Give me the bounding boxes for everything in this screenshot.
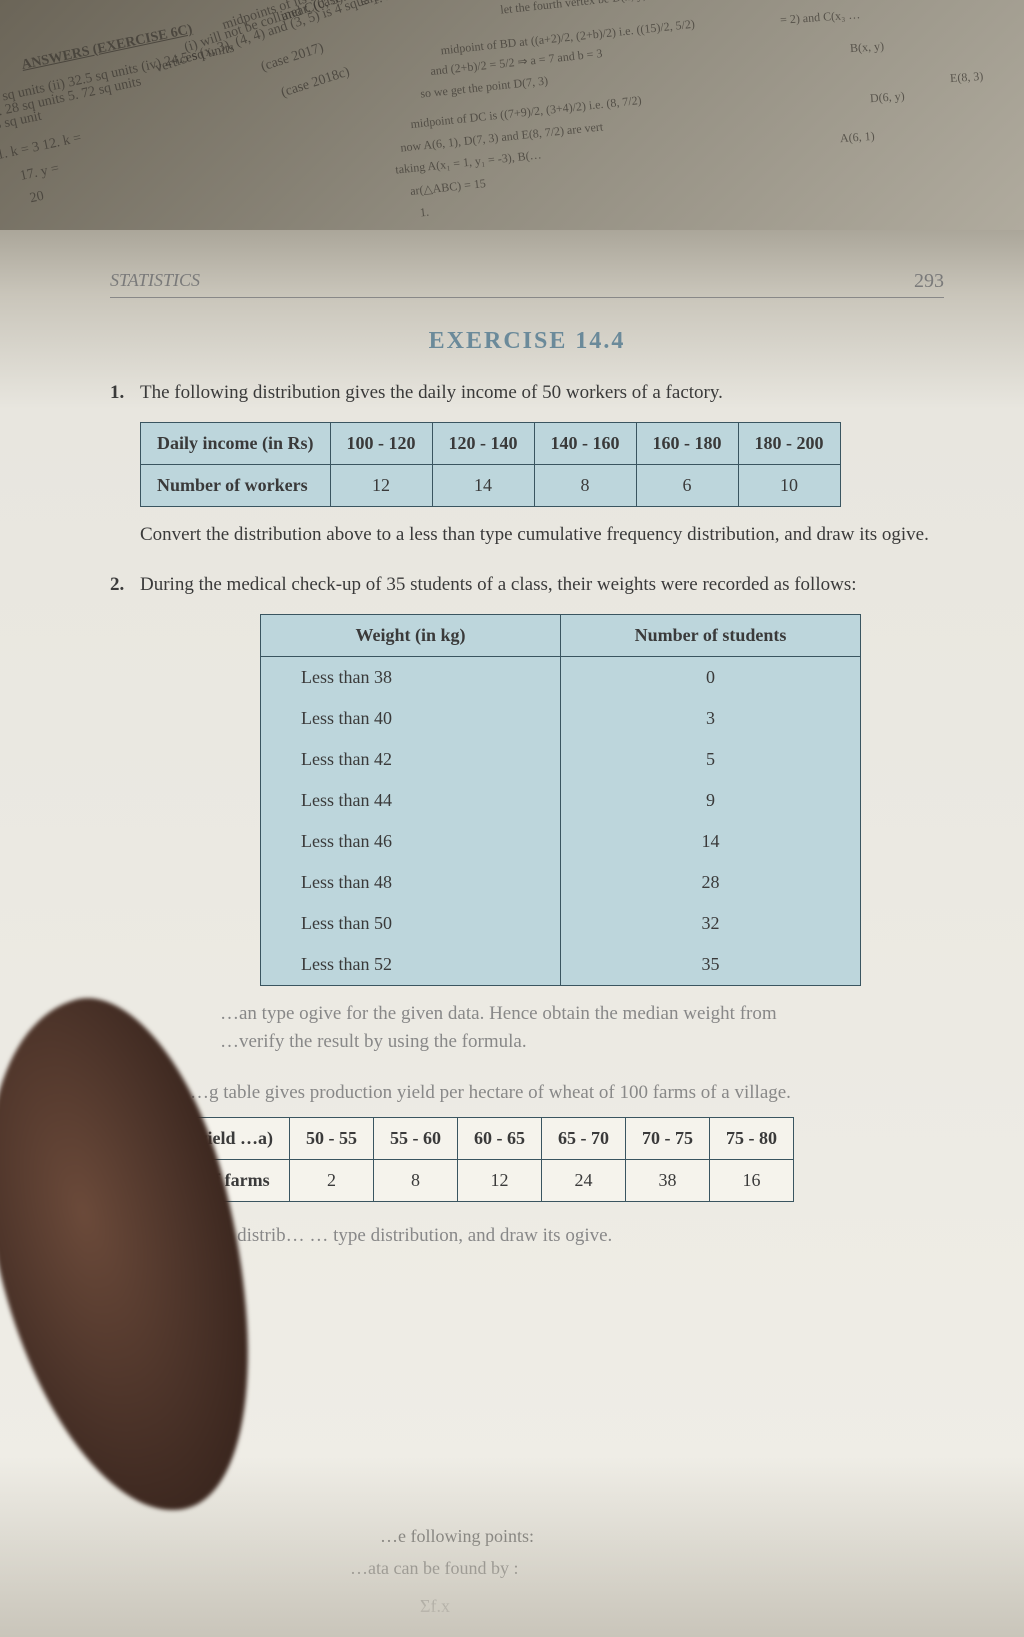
- table-row: Less than 449: [261, 780, 861, 821]
- table-row: Less than 5235: [261, 944, 861, 986]
- partial-text: Σf.x: [420, 1596, 450, 1617]
- header-cell: Weight (in kg): [261, 614, 561, 656]
- data-cell: 24: [542, 1160, 626, 1202]
- question-number: 1.: [110, 379, 140, 408]
- scrap-text: A(6, 1): [840, 129, 876, 146]
- header-cell: 65 - 70: [542, 1118, 626, 1160]
- data-cell: 8: [374, 1160, 458, 1202]
- data-cell: 32: [561, 903, 861, 944]
- question-1: 1. The following distribution gives the …: [110, 379, 944, 408]
- data-cell: 2: [290, 1160, 374, 1202]
- subject-label: STATISTICS: [110, 270, 200, 293]
- data-cell: 16: [710, 1160, 794, 1202]
- data-cell: Less than 44: [261, 780, 561, 821]
- scrap-text: (case 2018c): [279, 64, 352, 101]
- daily-income-table: Daily income (in Rs) 100 - 120 120 - 140…: [140, 422, 841, 507]
- scrap-text: D(6, y): [870, 89, 906, 106]
- header-cell: 180 - 200: [738, 422, 840, 464]
- page-header: STATISTICS 293: [110, 270, 944, 298]
- data-cell: 9: [561, 780, 861, 821]
- table-row: …ber of farms 2 8 12 24 38 16: [141, 1160, 794, 1202]
- exercise-heading: EXERCISE 14.4: [110, 328, 944, 355]
- scrap-text: (case 2017): [259, 40, 326, 75]
- data-cell: Less than 52: [261, 944, 561, 986]
- header-cell: 140 - 160: [534, 422, 636, 464]
- data-cell: 38: [626, 1160, 710, 1202]
- data-cell: 28: [561, 862, 861, 903]
- data-cell: 10: [738, 464, 840, 506]
- question-text: The following distribution gives the dai…: [140, 379, 944, 408]
- data-cell: 14: [561, 821, 861, 862]
- header-cell: Daily income (in Rs): [141, 422, 331, 464]
- data-cell: 8: [534, 464, 636, 506]
- q3-intro-partial: …g table gives production yield per hect…: [190, 1079, 944, 1108]
- q2-instruction-partial: …an type ogive for the given data. Hence…: [220, 1000, 944, 1057]
- header-cell: 75 - 80: [710, 1118, 794, 1160]
- data-cell: 35: [561, 944, 861, 986]
- data-cell: Less than 38: [261, 656, 561, 698]
- table-row: Less than 403: [261, 698, 861, 739]
- data-cell: 3: [561, 698, 861, 739]
- header-cell: 50 - 55: [290, 1118, 374, 1160]
- scrap-text: let the fourth vertex be D(x, y): [500, 0, 648, 18]
- table-header-row: Weight (in kg) Number of students: [261, 614, 861, 656]
- question-text: During the medical check-up of 35 studen…: [140, 571, 944, 600]
- data-cell: 6: [636, 464, 738, 506]
- table-row: Number of workers 12 14 8 6 10: [141, 464, 841, 506]
- scrap-text: = 1. find: [359, 0, 410, 13]
- data-cell: Less than 50: [261, 903, 561, 944]
- scrap-text: 1.: [419, 205, 430, 221]
- q3-instruction-partial: …hange the distrib… … type distribution,…: [140, 1222, 944, 1251]
- data-cell: 0: [561, 656, 861, 698]
- header-cell: 160 - 180: [636, 422, 738, 464]
- header-cell: 55 - 60: [374, 1118, 458, 1160]
- page-number: 293: [914, 270, 944, 293]
- scrap-text: E(8, 3): [950, 69, 984, 86]
- data-cell: 12: [330, 464, 432, 506]
- question-2: 2. During the medical check-up of 35 stu…: [110, 571, 944, 600]
- header-cell: 70 - 75: [626, 1118, 710, 1160]
- partial-text: …an type ogive for the given data. Hence…: [220, 1003, 777, 1024]
- header-cell: Number of students: [561, 614, 861, 656]
- table-row: Less than 380: [261, 656, 861, 698]
- partial-text: …e following points:: [380, 1526, 534, 1547]
- table-header-row: …on yield …a) 50 - 55 55 - 60 60 - 65 65…: [141, 1118, 794, 1160]
- scrap-text: 11. k = 3 12. k =: [0, 131, 83, 166]
- partial-text: …ata can be found by :: [350, 1558, 518, 1579]
- table-row: Less than 425: [261, 739, 861, 780]
- weight-table: Weight (in kg) Number of students Less t…: [260, 614, 861, 986]
- scrap-text: B(x, y): [850, 39, 885, 56]
- table-row: Less than 4828: [261, 862, 861, 903]
- scrap-text: = 2) and C(x₃ …: [780, 7, 861, 28]
- header-cell: 120 - 140: [432, 422, 534, 464]
- background-open-books: ANSWERS (EXERCISE 6C) sq units (ii) 32.5…: [0, 0, 1024, 230]
- scrap-text: 17. y =: [19, 161, 61, 185]
- data-cell: 14: [432, 464, 534, 506]
- data-cell: 5: [561, 739, 861, 780]
- question-number: 2.: [110, 571, 140, 600]
- data-cell: Less than 46: [261, 821, 561, 862]
- q1-instruction: Convert the distribution above to a less…: [140, 521, 944, 550]
- scrap-text: ar(△ABC) = 15: [409, 176, 486, 199]
- table-header-row: Daily income (in Rs) 100 - 120 120 - 140…: [141, 422, 841, 464]
- data-cell: Less than 48: [261, 862, 561, 903]
- data-cell: Less than 42: [261, 739, 561, 780]
- row-label: Number of workers: [141, 464, 331, 506]
- header-cell: 60 - 65: [458, 1118, 542, 1160]
- data-cell: 12: [458, 1160, 542, 1202]
- table-row: Less than 4614: [261, 821, 861, 862]
- data-cell: Less than 40: [261, 698, 561, 739]
- yield-table: …on yield …a) 50 - 55 55 - 60 60 - 65 65…: [140, 1117, 794, 1202]
- header-cell: 100 - 120: [330, 422, 432, 464]
- scrap-text: 20: [28, 189, 45, 208]
- partial-text: …verify the result by using the formula.: [220, 1031, 527, 1052]
- table-row: Less than 5032: [261, 903, 861, 944]
